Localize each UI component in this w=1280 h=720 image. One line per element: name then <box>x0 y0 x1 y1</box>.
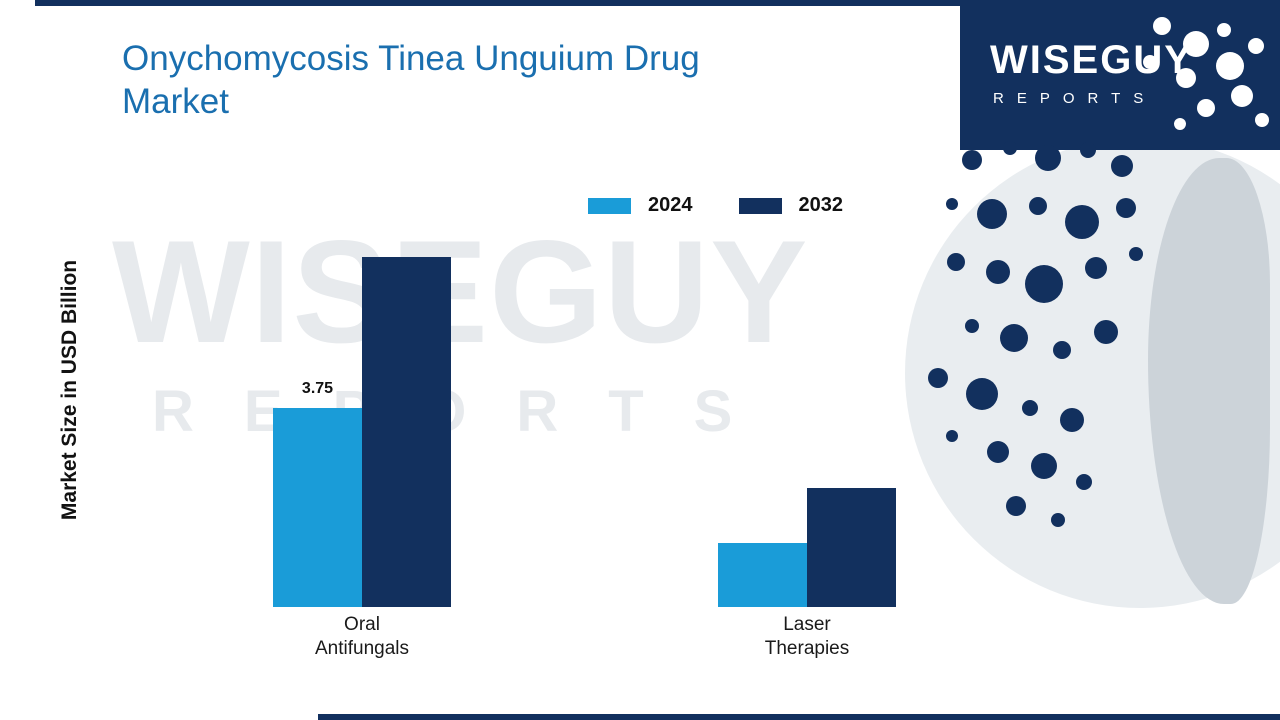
decorative-dot <box>1217 23 1231 37</box>
decorative-dot <box>1085 257 1107 279</box>
decorative-dot <box>1031 453 1057 479</box>
bar-2024-laser-therapies <box>718 543 807 607</box>
decorative-dot <box>1003 141 1017 155</box>
decorative-dot <box>1216 52 1244 80</box>
legend-item-2032: 2032 <box>738 194 844 217</box>
logo: WISEGUY REPORTS <box>990 38 1193 107</box>
decorative-dot <box>1060 408 1084 432</box>
decorative-dot <box>987 441 1009 463</box>
category-label-oral-antifungals: Oral Antifungals <box>314 614 409 659</box>
decorative-dot <box>986 260 1010 284</box>
logo-wordmark: WISEGUY <box>990 38 1193 82</box>
decorative-dot <box>1255 113 1269 127</box>
decorative-dot <box>1176 68 1196 88</box>
decorative-dot <box>1000 324 1028 352</box>
legend-label-2032: 2032 <box>798 194 844 216</box>
bar-group-oral-antifungals: 3.75 <box>273 257 451 607</box>
category-label-laser-therapies: Laser Therapies <box>764 614 850 659</box>
decorative-dot <box>1076 474 1092 490</box>
legend: 2024 2032 <box>588 194 843 217</box>
legend-label-2024: 2024 <box>648 194 693 216</box>
decorative-dot <box>977 199 1007 229</box>
bar-value-label: 3.75 <box>301 380 334 397</box>
decorative-dot <box>1231 85 1253 107</box>
decorative-dot <box>1116 198 1136 218</box>
bar-2032-oral-antifungals <box>362 257 451 607</box>
decorative-dot <box>966 378 998 410</box>
decorative-dot <box>1053 341 1071 359</box>
decorative-dot <box>947 253 965 271</box>
decorative-dot <box>1035 145 1061 171</box>
decorative-dot <box>1065 205 1099 239</box>
decorative-dot <box>962 150 982 170</box>
decorative-dot <box>946 430 958 442</box>
decorative-dot <box>1129 247 1143 261</box>
decorative-dot <box>946 198 958 210</box>
legend-swatch-2024 <box>588 197 631 214</box>
bottom-accent-bar <box>318 714 1280 720</box>
decorative-dot <box>965 319 979 333</box>
y-axis-label: Market Size in USD Billion <box>58 259 81 521</box>
decorative-dot <box>1006 496 1026 516</box>
bar-group-laser-therapies <box>718 488 896 607</box>
decorative-dot <box>1080 142 1096 158</box>
top-accent-bar <box>35 0 963 6</box>
bar-2024-oral-antifungals: 3.75 <box>273 380 362 607</box>
logo-panel: WISEGUY REPORTS <box>960 0 1280 150</box>
decorative-dot <box>1111 155 1133 177</box>
decorative-dot <box>1183 31 1209 57</box>
decorative-dot <box>1153 17 1171 35</box>
decorative-dot <box>1029 197 1047 215</box>
decorative-dot <box>1051 513 1065 527</box>
decorative-dot <box>1025 265 1063 303</box>
decorative-dot <box>1094 320 1118 344</box>
decorative-dot <box>1174 118 1186 130</box>
decorative-dot <box>1197 99 1215 117</box>
legend-swatch-2032 <box>738 197 782 214</box>
logo-subtext: REPORTS <box>993 90 1157 107</box>
bar-2032-laser-therapies <box>807 488 896 607</box>
chart-title: Onychomycosis Tinea Unguium Drug Market <box>122 39 700 121</box>
decorative-dot <box>1022 400 1038 416</box>
decorative-dot <box>1143 55 1157 69</box>
decorative-dot <box>928 368 948 388</box>
legend-item-2024: 2024 <box>588 194 693 217</box>
decorative-dot <box>1248 38 1264 54</box>
